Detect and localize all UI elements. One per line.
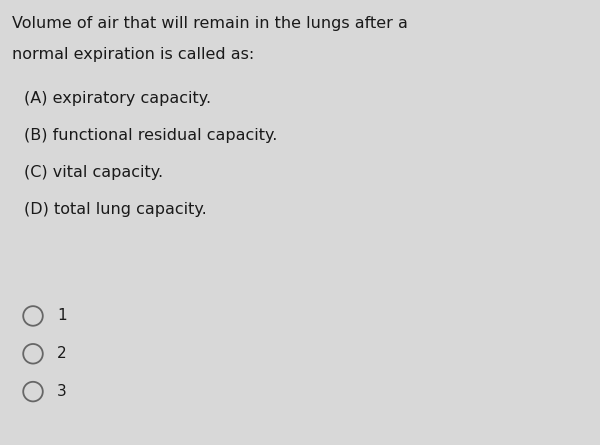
Text: normal expiration is called as:: normal expiration is called as: — [12, 47, 254, 62]
Text: 3: 3 — [57, 384, 67, 399]
Text: (A) expiratory capacity.: (A) expiratory capacity. — [24, 91, 211, 106]
Text: 2: 2 — [57, 346, 67, 361]
Text: 1: 1 — [57, 308, 67, 324]
Text: Volume of air that will remain in the lungs after a: Volume of air that will remain in the lu… — [12, 16, 408, 31]
Text: (D) total lung capacity.: (D) total lung capacity. — [24, 202, 207, 217]
Text: (C) vital capacity.: (C) vital capacity. — [24, 165, 163, 180]
Text: (B) functional residual capacity.: (B) functional residual capacity. — [24, 128, 277, 143]
